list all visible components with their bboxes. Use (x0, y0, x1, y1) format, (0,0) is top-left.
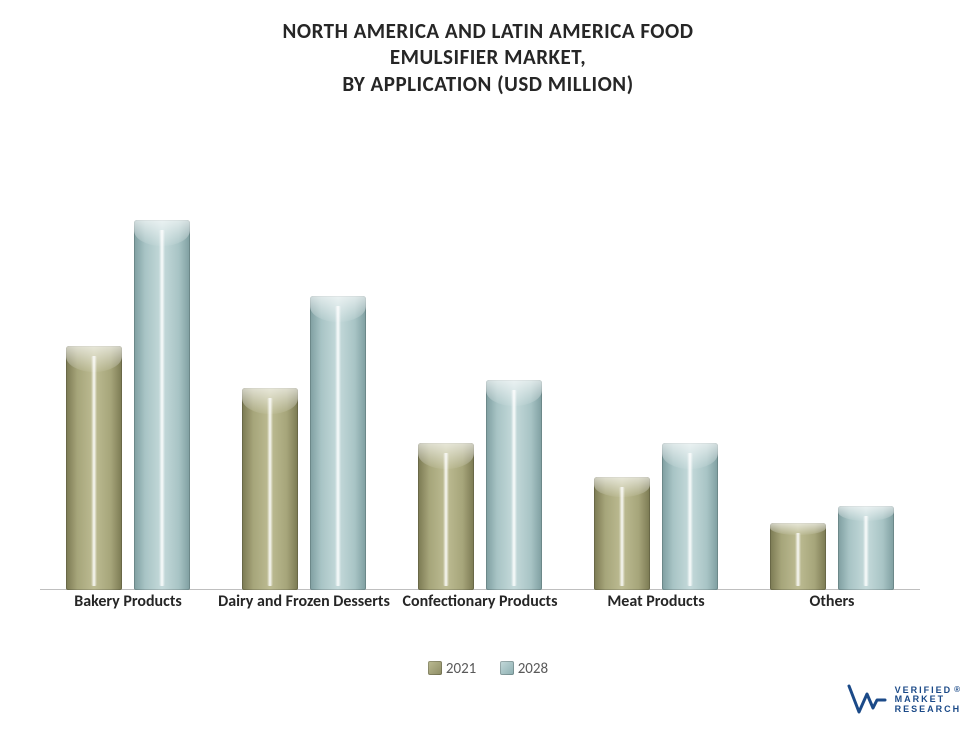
bar (594, 477, 650, 590)
x-axis-label: Others (744, 592, 920, 611)
legend-item-2021: 2021 (428, 660, 480, 678)
bar (418, 443, 474, 590)
chart-title: NORTH AMERICA AND LATIN AMERICA FOOD EMU… (0, 0, 976, 97)
bar (66, 346, 122, 590)
legend-swatch-2021 (428, 661, 442, 675)
brand-logo: VERIFIED® MARKET RESEARCH (847, 684, 962, 716)
brand-text: VERIFIED® MARKET RESEARCH (895, 686, 962, 714)
registered-icon: ® (954, 685, 962, 694)
bar (310, 296, 366, 590)
bar (662, 443, 718, 590)
legend: 2021 2028 (0, 660, 976, 678)
bar (486, 380, 542, 590)
title-line-2: EMULSIFIER MARKET, (0, 44, 976, 70)
x-axis-label: Dairy and Frozen Desserts (216, 592, 392, 611)
x-axis-label: Meat Products (568, 592, 744, 611)
legend-item-2028: 2028 (500, 660, 548, 678)
x-axis-labels: Bakery ProductsDairy and Frozen Desserts… (40, 592, 920, 611)
bar (134, 220, 190, 590)
chart-plot-area (40, 170, 920, 590)
title-line-3: BY APPLICATION (USD MILLION) (0, 71, 976, 97)
x-axis-label: Bakery Products (40, 592, 216, 611)
x-axis-label: Confectionary Products (392, 592, 568, 611)
legend-label-2028: 2028 (518, 660, 548, 678)
brand-line-3: RESEARCH (895, 704, 962, 714)
title-line-1: NORTH AMERICA AND LATIN AMERICA FOOD (0, 18, 976, 44)
brand-mark-icon (847, 684, 887, 716)
bar (242, 388, 298, 590)
bar (770, 523, 826, 590)
legend-label-2021: 2021 (446, 660, 476, 678)
legend-swatch-2028 (500, 661, 514, 675)
bar (838, 506, 894, 590)
